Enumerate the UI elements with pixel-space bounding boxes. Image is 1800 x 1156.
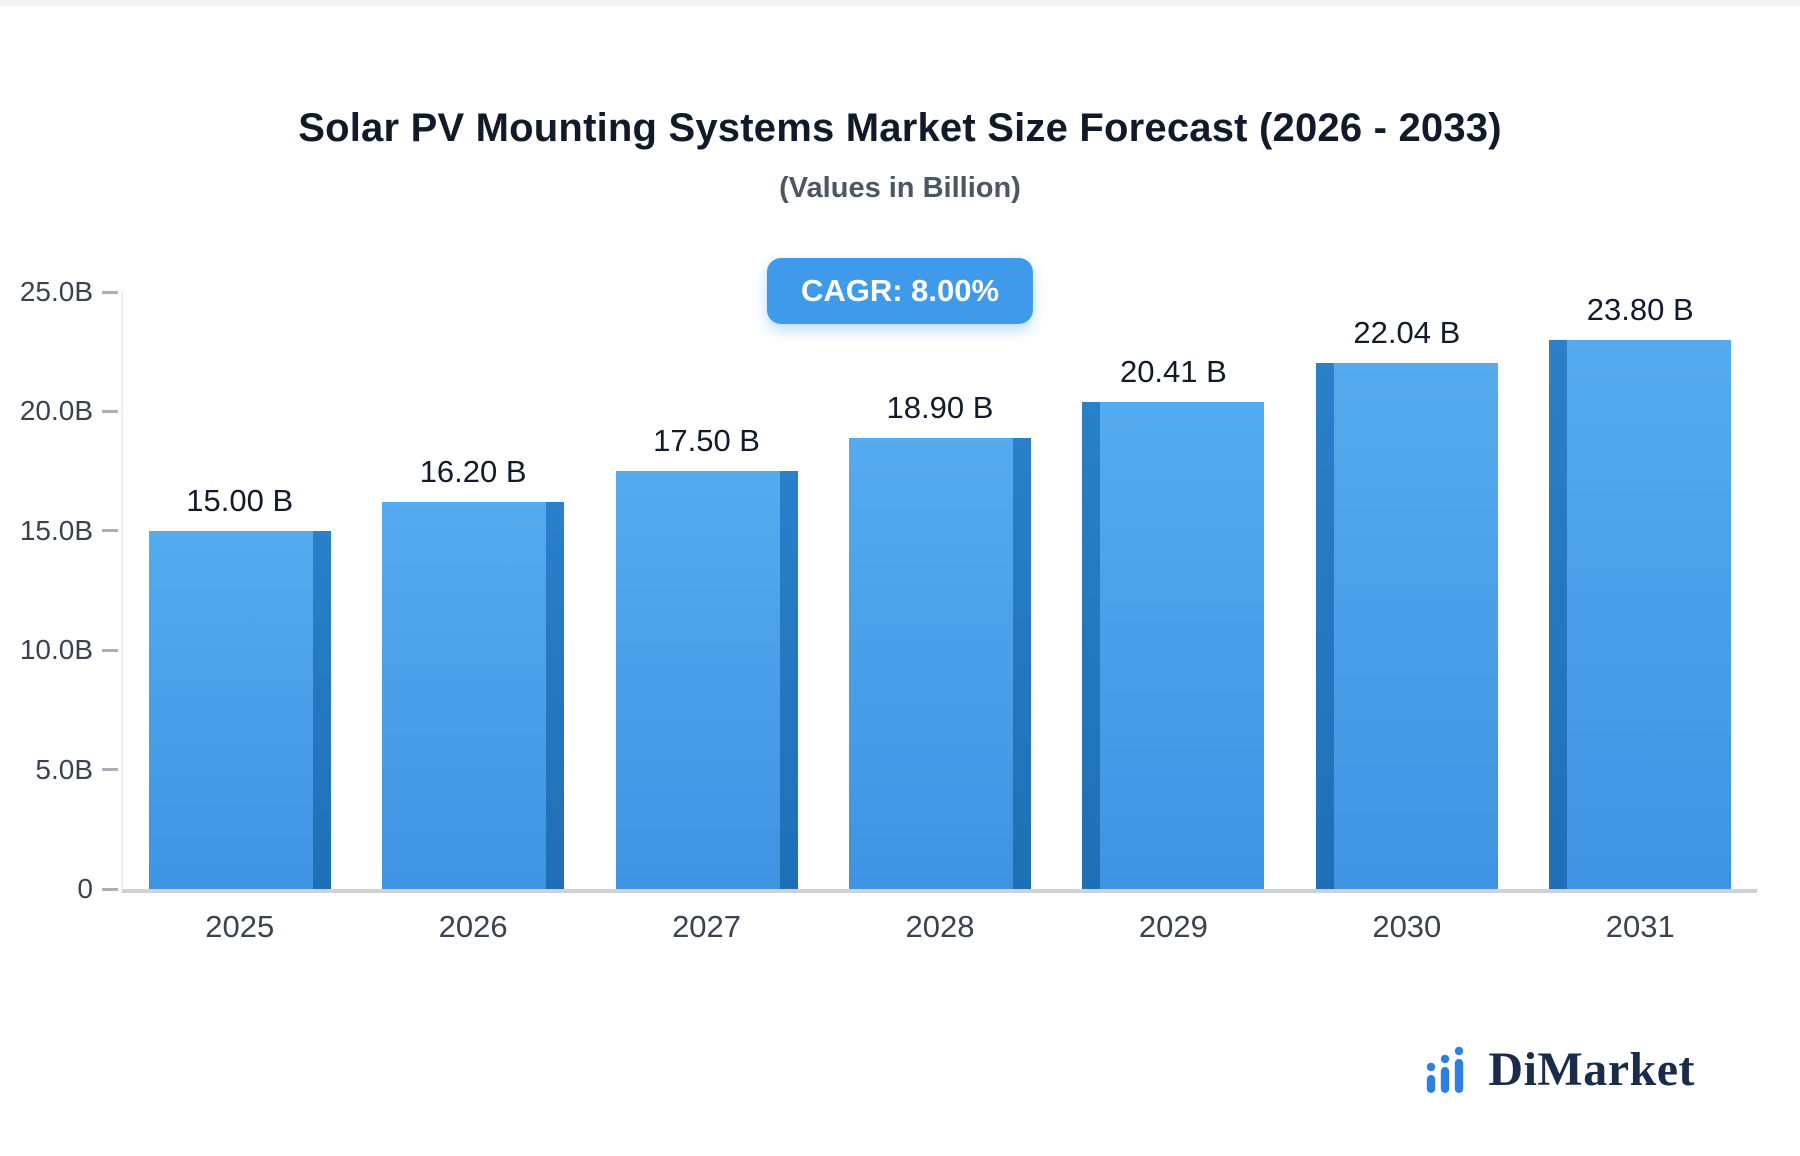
bar-3d-edge — [312, 530, 331, 889]
bar-value-label: 18.90 B — [886, 389, 994, 425]
x-axis-label: 2026 — [438, 909, 508, 944]
y-axis: 25.0B 20.0B 15.0B 10.0B 5.0B 0 — [0, 276, 118, 904]
bar-3d-edge — [779, 471, 798, 889]
y-tick-label: 20.0B — [19, 395, 93, 427]
bar-face — [1567, 340, 1732, 889]
y-tick-10.0B: 10.0B — [20, 634, 118, 666]
bar-3d-edge — [546, 502, 565, 889]
chart-title: Solar PV Mounting Systems Market Size Fo… — [298, 106, 1502, 150]
bar-group-2029: 20.41 B 2029 — [1073, 292, 1273, 944]
chart-subtitle: (Values in Billion) — [779, 172, 1021, 204]
y-tick-mark — [102, 529, 118, 533]
bar-3d-edge — [1082, 401, 1101, 889]
bar-2029 — [1082, 401, 1265, 889]
bar-group-2031: 23.80 B 2031 — [1540, 292, 1740, 944]
y-tick-0: 0 — [77, 873, 118, 905]
bar-3d-edge — [1012, 437, 1031, 889]
bar-value-label: 20.41 B — [1119, 353, 1227, 389]
y-tick-label: 10.0B — [19, 634, 93, 666]
x-axis-label: 2025 — [205, 909, 275, 944]
bar-group-2028: 18.90 B 2028 — [840, 292, 1040, 944]
y-tick-mark — [102, 768, 118, 772]
bar-face — [148, 530, 313, 889]
y-tick-label: 0 — [77, 873, 93, 904]
bar-value-label: 23.80 B — [1586, 292, 1694, 327]
y-tick-label: 5.0B — [35, 753, 93, 785]
x-axis-label: 2031 — [1605, 909, 1675, 944]
y-tick-mark — [102, 409, 118, 413]
y-tick-mark — [102, 887, 118, 891]
bar-2028 — [848, 437, 1031, 889]
page-top-strip — [0, 0, 1800, 6]
x-axis-label: 2030 — [1372, 909, 1442, 944]
y-tick-5.0B: 5.0B — [35, 754, 118, 786]
x-axis-label: 2029 — [1138, 909, 1208, 944]
y-tick-20.0B: 20.0B — [20, 395, 118, 427]
bar-face — [1333, 362, 1498, 889]
plot-area: 15.00 B 2025 16.20 B 2026 17.50 B 2027 18.90 B… — [121, 292, 1757, 944]
bar-group-2026: 16.20 B 2026 — [373, 292, 573, 944]
bar-value-label: 16.20 B — [419, 454, 527, 490]
brand-logo: DiMarket — [1422, 1042, 1695, 1097]
bar-3d-edge — [1549, 340, 1568, 889]
bar-group-2030: 22.04 B 2030 — [1307, 292, 1507, 944]
y-tick-mark — [102, 290, 118, 294]
bar-2025 — [148, 530, 331, 889]
y-tick-25.0B: 25.0B — [20, 276, 118, 308]
bar-value-label: 17.50 B — [653, 423, 760, 459]
bar-3d-edge — [1315, 362, 1334, 889]
x-axis-label: 2027 — [672, 909, 742, 944]
cagr-badge: CAGR: 8.00% — [766, 258, 1034, 324]
y-tick-label: 25.0B — [19, 276, 93, 307]
x-axis-label: 2028 — [905, 909, 975, 944]
bar-2026 — [382, 502, 565, 889]
bar-group-2027: 17.50 B 2027 — [607, 292, 807, 944]
bar-chart-icon — [1422, 1044, 1474, 1096]
y-tick-15.0B: 15.0B — [20, 515, 118, 547]
y-tick-mark — [102, 648, 118, 652]
bar-face — [848, 437, 1013, 889]
bar-face — [1100, 401, 1265, 889]
bar-value-label: 22.04 B — [1353, 314, 1461, 350]
y-tick-label: 15.0B — [19, 514, 93, 546]
bar-face — [615, 471, 780, 889]
bar-group-2025: 15.00 B 2025 — [140, 292, 340, 944]
bar-face — [382, 502, 547, 889]
brand-name: DiMarket — [1488, 1043, 1695, 1096]
bar-2027 — [615, 471, 798, 889]
bar-2030 — [1315, 362, 1498, 889]
bar-value-label: 15.00 B — [186, 482, 294, 518]
bar-2031 — [1549, 340, 1732, 889]
